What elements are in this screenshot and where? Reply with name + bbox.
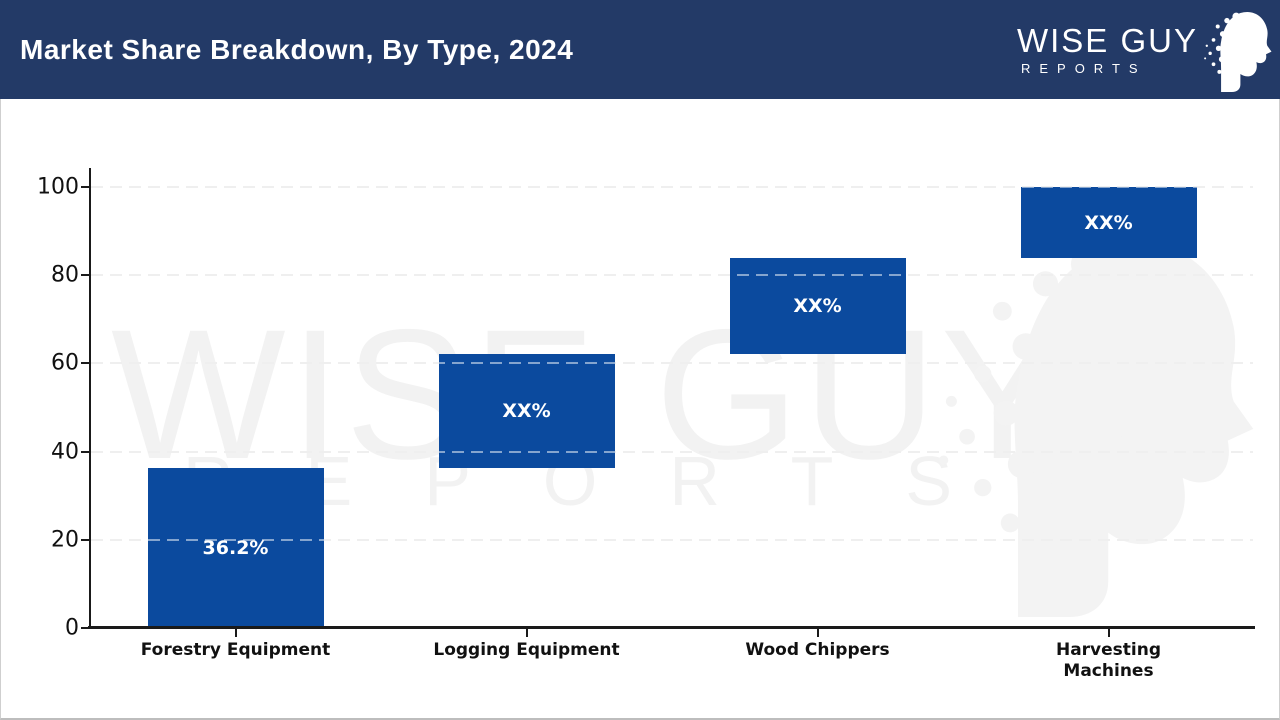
category-label-forestry-equipment: Forestry Equipment bbox=[140, 640, 331, 660]
x-tick-forestry-equipment bbox=[234, 629, 237, 637]
gridline-overlay-80 bbox=[91, 274, 1253, 277]
y-tick-100 bbox=[81, 186, 89, 188]
bar-forestry-equipment bbox=[147, 468, 324, 628]
gridline-overlay-60 bbox=[91, 362, 1253, 365]
y-tick-label-80: 80 bbox=[51, 262, 79, 288]
category-label-logging-equipment: Logging Equipment bbox=[433, 640, 620, 660]
y-tick-20 bbox=[81, 538, 89, 541]
logo-subtitle: REPORTS bbox=[1020, 60, 1147, 76]
x-tick-harvesting-machines bbox=[1107, 629, 1110, 637]
x-tick-logging-equipment bbox=[525, 629, 528, 637]
bar-logging-equipment bbox=[438, 353, 615, 469]
y-tick-label-40: 40 bbox=[51, 439, 79, 465]
dotted-head-icon bbox=[1190, 8, 1274, 92]
wise-guy-reports-logo: WISE GUY REPORTS bbox=[1017, 8, 1280, 92]
gridline-overlay-20 bbox=[91, 538, 1253, 541]
y-tick-40 bbox=[81, 450, 89, 453]
page-title: Market Share Breakdown, By Type, 2024 bbox=[20, 33, 574, 65]
chart-canvas: WISE GUY REPORTS 0 20 40 60 80 100 36.2% Forest… bbox=[0, 99, 1280, 720]
gridline-overlay-100 bbox=[91, 186, 1253, 188]
gridline-overlay-40 bbox=[91, 450, 1253, 453]
y-tick-label-60: 60 bbox=[51, 350, 79, 376]
y-tick-label-20: 20 bbox=[51, 527, 79, 553]
y-axis-line bbox=[89, 168, 91, 628]
header-banner: Market Share Breakdown, By Type, 2024 WI… bbox=[0, 0, 1280, 99]
bar-value-label-logging-equipment: XX% bbox=[502, 400, 551, 423]
y-tick-60 bbox=[81, 362, 89, 365]
y-tick-label-0: 0 bbox=[65, 615, 79, 641]
x-tick-wood-chippers bbox=[816, 629, 819, 637]
category-label-wood-chippers: Wood Chippers bbox=[745, 640, 890, 660]
y-tick-label-100: 100 bbox=[37, 174, 79, 200]
bar-harvesting-machines bbox=[1020, 187, 1197, 259]
y-tick-0 bbox=[81, 627, 89, 629]
watermark-dotted-head-icon bbox=[873, 225, 1265, 617]
category-label-harvesting-machines: Harvesting Machines bbox=[1055, 640, 1162, 681]
x-axis-line bbox=[88, 626, 1255, 629]
bar-value-label-wood-chippers: XX% bbox=[793, 295, 842, 318]
y-tick-80 bbox=[81, 274, 89, 277]
logo-text: WISE GUY REPORTS bbox=[1016, 21, 1198, 76]
bar-value-label-harvesting-machines: XX% bbox=[1084, 211, 1133, 234]
logo-wordmark: WISE GUY bbox=[1016, 21, 1198, 59]
bar-value-label-forestry-equipment: 36.2% bbox=[202, 537, 269, 560]
